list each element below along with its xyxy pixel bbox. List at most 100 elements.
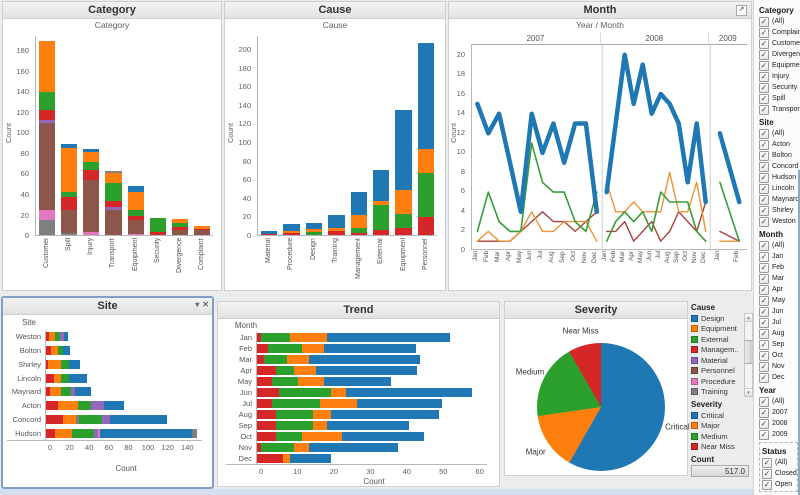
checkbox-checked[interactable]: ✓ xyxy=(759,396,769,407)
bar-segment[interactable] xyxy=(327,421,410,430)
checkbox-checked[interactable]: ✓ xyxy=(759,328,769,339)
checkbox-checked[interactable]: ✓ xyxy=(759,262,769,273)
bar-segment[interactable] xyxy=(257,344,269,353)
bar-segment[interactable] xyxy=(39,109,56,120)
bar-segment[interactable] xyxy=(105,170,122,173)
bar-segment[interactable] xyxy=(320,399,358,408)
bar-segment[interactable] xyxy=(275,366,295,375)
checkbox-checked[interactable]: ✓ xyxy=(762,479,772,490)
stacked-bar[interactable] xyxy=(127,36,144,235)
bar-segment[interactable] xyxy=(372,170,390,201)
checkbox-checked[interactable]: ✓ xyxy=(759,429,769,440)
bar-segment[interactable] xyxy=(328,227,345,232)
stacked-bar[interactable] xyxy=(46,414,202,424)
bar-segment[interactable] xyxy=(171,229,188,235)
bar-segment[interactable] xyxy=(61,387,72,397)
bar-segment[interactable] xyxy=(312,410,332,419)
bar-segment[interactable] xyxy=(350,214,367,228)
bar-segment[interactable] xyxy=(69,373,88,383)
bar-segment[interactable] xyxy=(257,410,276,419)
legend-swatch[interactable] xyxy=(691,443,698,451)
legend-swatch[interactable] xyxy=(691,422,698,430)
stacked-bar[interactable] xyxy=(257,399,487,408)
legend-swatch[interactable] xyxy=(691,346,698,354)
bar-segment[interactable] xyxy=(297,377,324,386)
bar-segment[interactable] xyxy=(308,443,398,452)
bar-segment[interactable] xyxy=(260,333,291,342)
bar-segment[interactable] xyxy=(39,219,56,235)
bar-segment[interactable] xyxy=(191,428,197,438)
checkbox-checked[interactable]: ✓ xyxy=(759,295,769,306)
bar-segment[interactable] xyxy=(327,333,450,342)
bar-segment[interactable] xyxy=(275,410,313,419)
bar-segment[interactable] xyxy=(127,186,144,193)
bar-segment[interactable] xyxy=(257,388,280,397)
bar-segment[interactable] xyxy=(275,421,313,430)
bar-segment[interactable] xyxy=(105,209,122,235)
bar-segment[interactable] xyxy=(260,443,295,452)
line-critical[interactable] xyxy=(717,131,742,205)
bar-segment[interactable] xyxy=(395,110,412,190)
bar-segment[interactable] xyxy=(331,410,439,419)
bar-segment[interactable] xyxy=(61,192,78,198)
bar-segment[interactable] xyxy=(346,388,473,397)
bar-segment[interactable] xyxy=(328,231,345,235)
bar-segment[interactable] xyxy=(193,228,210,230)
bar-segment[interactable] xyxy=(83,179,100,232)
bar-segment[interactable] xyxy=(76,414,80,424)
bar-segment[interactable] xyxy=(312,421,328,430)
bar-segment[interactable] xyxy=(105,207,122,210)
bar-segment[interactable] xyxy=(64,332,69,342)
bar-segment[interactable] xyxy=(61,148,78,193)
bar-segment[interactable] xyxy=(46,373,55,383)
bar-segment[interactable] xyxy=(271,399,321,408)
checkbox-checked[interactable]: ✓ xyxy=(759,60,769,71)
bar-segment[interactable] xyxy=(257,377,272,386)
checkbox-checked[interactable]: ✓ xyxy=(759,273,769,284)
legend-swatch[interactable] xyxy=(691,335,698,343)
checkbox-checked[interactable]: ✓ xyxy=(759,317,769,328)
bar-segment[interactable] xyxy=(350,192,367,215)
bar-segment[interactable] xyxy=(283,223,300,232)
bar-segment[interactable] xyxy=(301,432,343,441)
checkbox-checked[interactable]: ✓ xyxy=(759,205,769,216)
bar-segment[interactable] xyxy=(61,359,70,369)
bar-segment[interactable] xyxy=(294,443,309,452)
bar-segment[interactable] xyxy=(283,231,300,234)
bar-segment[interactable] xyxy=(328,214,345,228)
bar-segment[interactable] xyxy=(257,333,261,342)
bar-segment[interactable] xyxy=(61,373,70,383)
stacked-bar[interactable] xyxy=(417,36,434,235)
bar-segment[interactable] xyxy=(372,200,390,206)
bar-segment[interactable] xyxy=(171,222,188,227)
bar-segment[interactable] xyxy=(105,172,122,183)
bar-segment[interactable] xyxy=(83,161,100,170)
stacked-bar[interactable] xyxy=(46,359,202,369)
bar-segment[interactable] xyxy=(395,227,412,235)
stacked-bar[interactable] xyxy=(61,36,78,235)
bar-segment[interactable] xyxy=(357,399,443,408)
stacked-bar[interactable] xyxy=(149,36,166,235)
stacked-bar[interactable] xyxy=(257,454,487,463)
bar-segment[interactable] xyxy=(39,209,56,220)
bar-segment[interactable] xyxy=(91,401,105,411)
bar-segment[interactable] xyxy=(104,401,125,411)
stacked-bar[interactable] xyxy=(46,346,202,356)
checkbox-checked[interactable]: ✓ xyxy=(759,306,769,317)
bar-segment[interactable] xyxy=(275,432,302,441)
bar-segment[interactable] xyxy=(305,228,323,233)
checkbox-checked[interactable]: ✓ xyxy=(759,339,769,350)
stacked-bar[interactable] xyxy=(328,36,345,235)
checkbox-checked[interactable]: ✓ xyxy=(759,38,769,49)
bar-segment[interactable] xyxy=(417,42,434,149)
bar-segment[interactable] xyxy=(83,152,100,162)
stacked-bar[interactable] xyxy=(305,36,323,235)
bar-segment[interactable] xyxy=(46,332,50,342)
checkbox-checked[interactable]: ✓ xyxy=(762,468,772,479)
bar-segment[interactable] xyxy=(54,373,62,383)
bar-segment[interactable] xyxy=(395,213,412,228)
bar-segment[interactable] xyxy=(39,92,56,110)
bar-segment[interactable] xyxy=(308,355,421,364)
bar-segment[interactable] xyxy=(72,428,95,438)
bar-segment[interactable] xyxy=(69,359,81,369)
